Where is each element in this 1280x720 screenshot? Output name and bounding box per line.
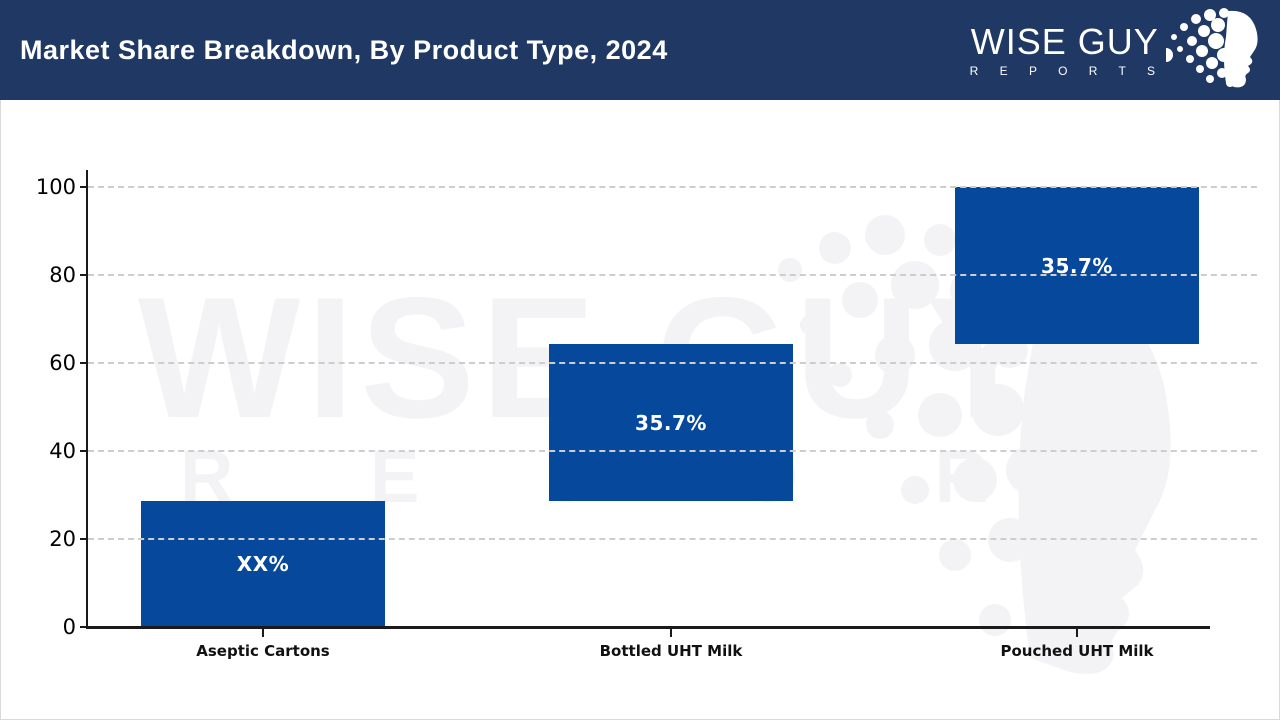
x-tick-mark: [262, 629, 264, 637]
gridline: [88, 274, 1257, 276]
gridline: [88, 186, 1257, 188]
bar-segment: XX%: [141, 501, 385, 627]
page-title: Market Share Breakdown, By Product Type,…: [20, 34, 668, 65]
header-band: Market Share Breakdown, By Product Type,…: [0, 0, 1280, 100]
watermark-face: [778, 215, 1171, 674]
wise-guy-logo: WISE GUY R E P O R T S: [966, 7, 1262, 93]
x-category-label: Pouched UHT Milk: [1000, 642, 1154, 660]
y-tick-mark: [80, 362, 88, 364]
y-tick-label: 100: [35, 175, 76, 199]
logo-subtitle: R E P O R T S: [969, 63, 1164, 78]
gridline: [88, 362, 1257, 364]
x-tick-mark: [1076, 629, 1078, 637]
x-category-label: Aseptic Cartons: [196, 642, 330, 660]
x-category-label: Bottled UHT Milk: [599, 642, 743, 660]
logo-wordmark: WISE GUY: [970, 20, 1159, 62]
y-tick-mark: [80, 450, 88, 452]
logo-face-icon: [1166, 8, 1258, 88]
y-tick-mark: [80, 538, 88, 540]
bar-segment: 35.7%: [955, 187, 1199, 345]
x-tick-mark: [670, 629, 672, 637]
y-tick-label: 0: [62, 615, 76, 639]
gridline: [88, 450, 1257, 452]
y-tick-label: 40: [49, 439, 76, 463]
y-tick-mark: [80, 626, 88, 628]
x-axis-line: [86, 626, 1210, 629]
y-tick-label: 60: [49, 351, 76, 375]
y-tick-mark: [80, 186, 88, 188]
y-tick-label: 80: [49, 263, 76, 287]
bar-value-label: 35.7%: [1041, 253, 1113, 278]
bar-value-label: XX%: [236, 552, 290, 577]
bar-segment: 35.7%: [549, 344, 793, 502]
y-tick-label: 20: [49, 527, 76, 551]
y-tick-mark: [80, 274, 88, 276]
y-axis-line: [86, 170, 88, 629]
gridline: [88, 538, 1257, 540]
logo-text: WISE GUY R E P O R T S: [966, 20, 1164, 78]
bar-value-label: 35.7%: [635, 410, 707, 435]
